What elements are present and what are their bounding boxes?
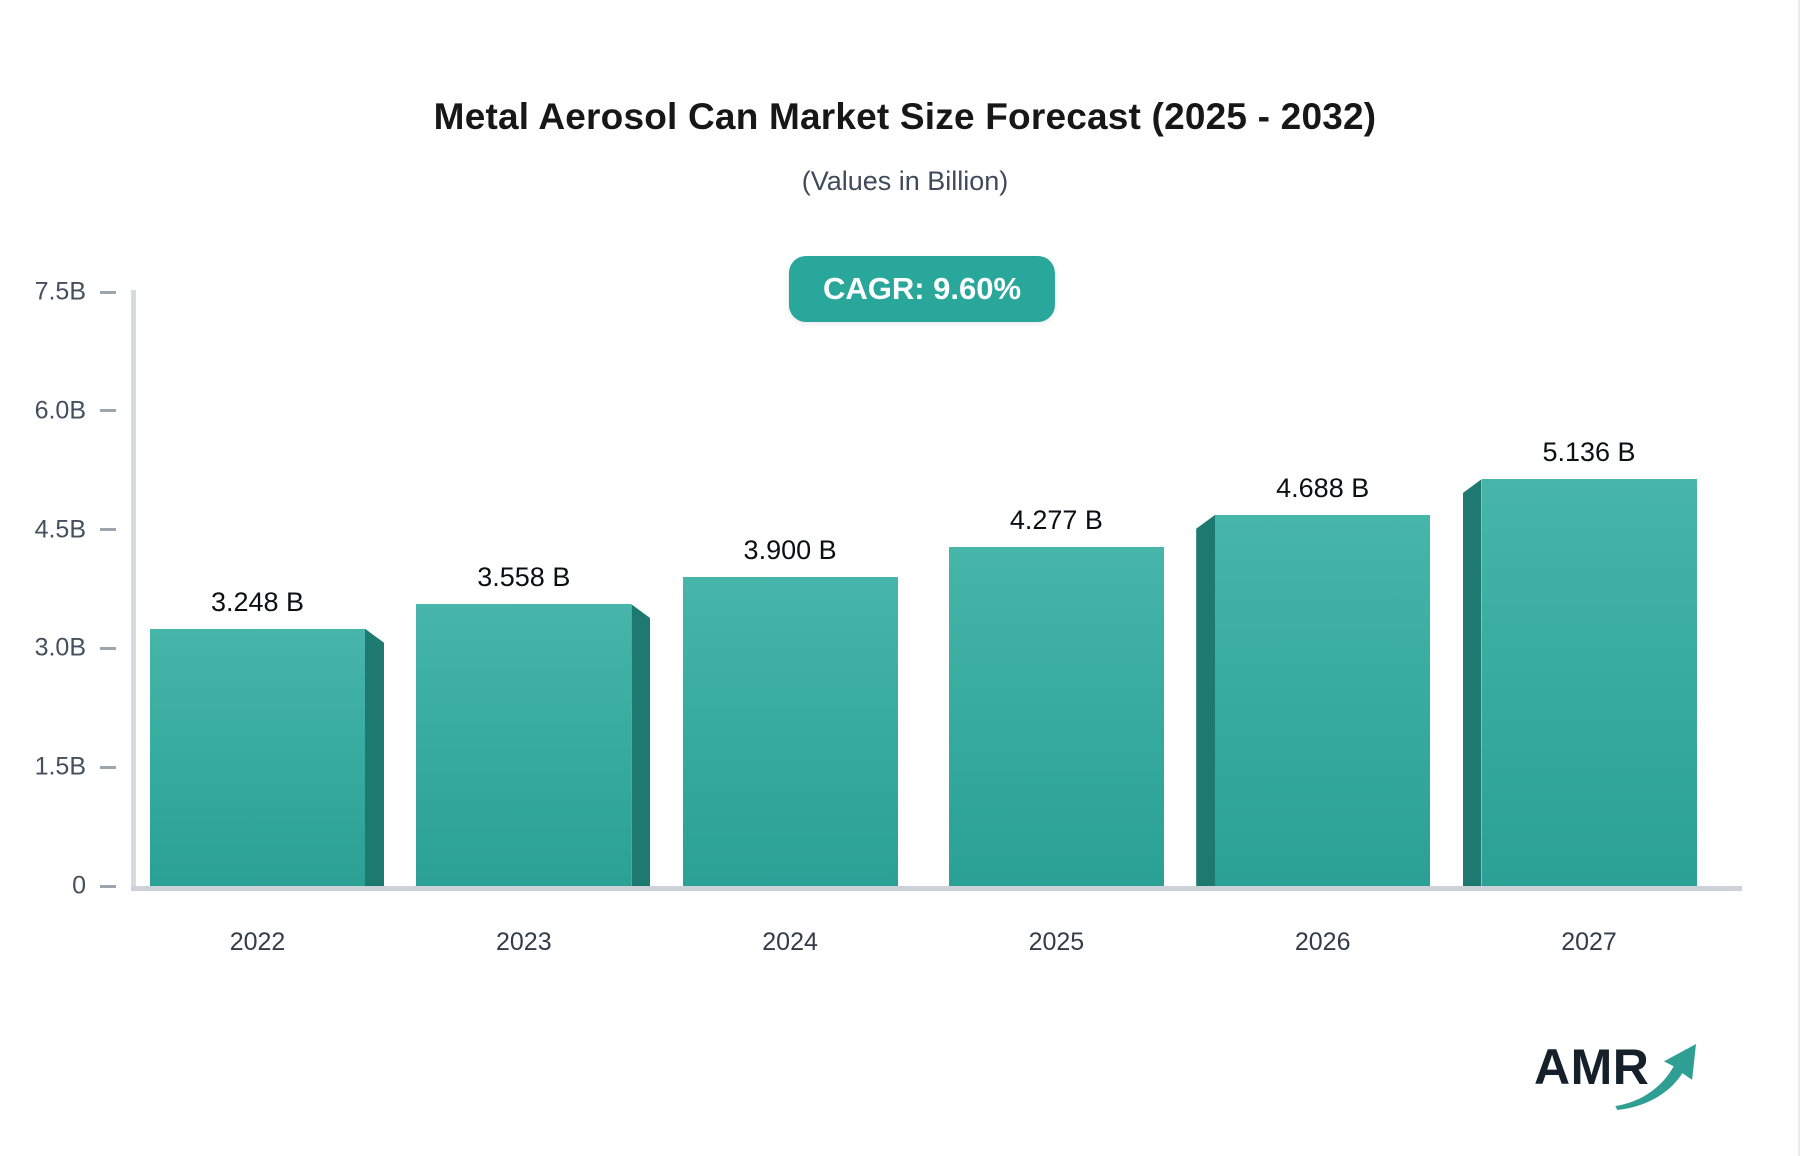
cagr-badge: CAGR: 9.60% xyxy=(788,256,1056,322)
bar-value-label: 4.277 B xyxy=(1009,505,1103,536)
bar-2023 xyxy=(416,604,632,886)
y-axis-line xyxy=(131,290,136,887)
bar-2024 xyxy=(682,577,898,886)
x-axis-line xyxy=(131,886,1742,891)
bar-value-label: 5.136 B xyxy=(1542,437,1636,468)
bar-value-label: 3.558 B xyxy=(477,562,571,593)
bar-3d-side xyxy=(1462,479,1482,886)
bar-3d-side xyxy=(1196,514,1216,886)
chart-subtitle: (Values in Billion) xyxy=(801,166,1009,196)
y-tick-mark xyxy=(100,528,116,532)
x-axis-label-2026: 2026 xyxy=(1294,928,1351,956)
x-axis-label-2025: 2025 xyxy=(1028,928,1085,956)
y-tick-label: 3.0B xyxy=(34,633,86,662)
amr-logo: AMR xyxy=(1534,1032,1734,1112)
x-axis-label-2027: 2027 xyxy=(1561,928,1617,956)
y-tick-label: 7.5B xyxy=(34,277,86,306)
bar-value-label: 3.900 B xyxy=(743,535,837,566)
amr-logo-text: AMR xyxy=(1534,1039,1650,1095)
x-axis-label-2022: 2022 xyxy=(229,928,286,956)
y-tick-label: 0 xyxy=(72,871,86,900)
y-tick-mark xyxy=(100,290,116,294)
chart-title: Metal Aerosol Can Market Size Forecast (… xyxy=(433,96,1377,137)
x-axis-label-2024: 2024 xyxy=(762,928,818,956)
bar-2027 xyxy=(1481,479,1697,886)
x-axis-label-2023: 2023 xyxy=(495,928,552,956)
growth-arrow-icon xyxy=(1615,1043,1696,1110)
bar-value-label: 4.688 B xyxy=(1276,472,1370,503)
bar-2026 xyxy=(1215,514,1431,886)
y-tick-mark xyxy=(100,765,116,769)
y-tick-mark xyxy=(100,884,116,888)
y-tick-mark xyxy=(100,409,116,413)
bar-3d-side xyxy=(631,604,651,886)
y-tick-label: 1.5B xyxy=(34,752,86,781)
y-tick-label: 6.0B xyxy=(34,396,86,425)
y-tick-label: 4.5B xyxy=(34,515,86,544)
bar-2025 xyxy=(948,547,1164,886)
bar-2022 xyxy=(150,628,365,886)
y-tick-mark xyxy=(100,646,116,650)
bar-3d-side xyxy=(365,628,384,886)
bar-value-label: 3.248 B xyxy=(210,586,305,617)
